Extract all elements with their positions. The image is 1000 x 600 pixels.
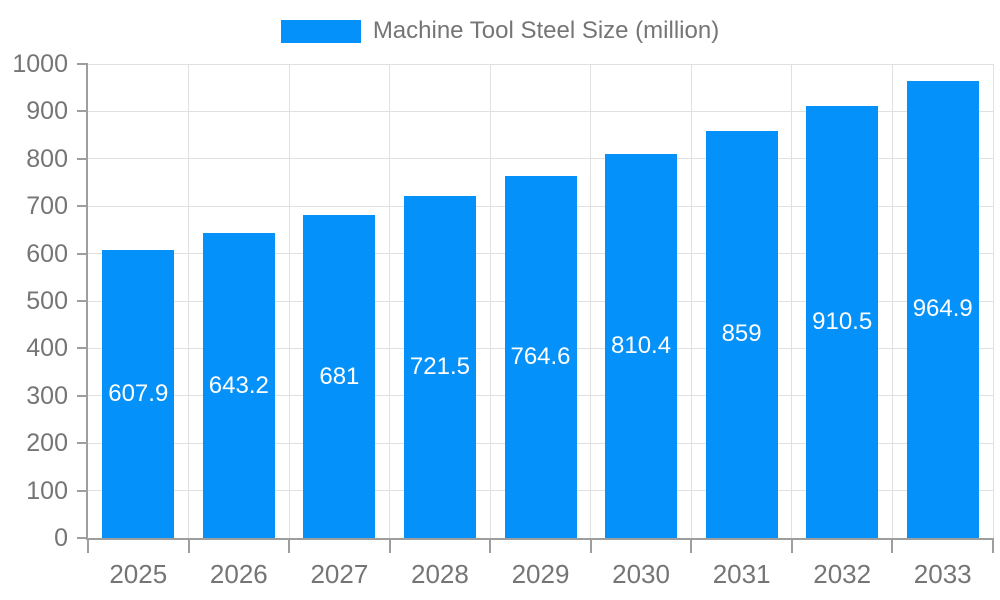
x-axis-line bbox=[86, 538, 993, 540]
y-axis-tick bbox=[77, 252, 88, 255]
x-axis-tick bbox=[489, 538, 492, 553]
y-axis-tick-label: 100 bbox=[26, 476, 68, 505]
y-axis-tick-label: 300 bbox=[26, 381, 68, 410]
legend[interactable]: Machine Tool Steel Size (million) bbox=[0, 17, 1000, 45]
bar-value-label: 643.2 bbox=[208, 371, 269, 399]
y-axis-tick bbox=[77, 300, 88, 302]
x-gridline bbox=[188, 64, 190, 538]
bar-2027[interactable] bbox=[303, 215, 376, 538]
y-axis-tick-label: 900 bbox=[26, 97, 68, 126]
y-axis-tick bbox=[77, 489, 88, 492]
bar-value-label: 964.9 bbox=[912, 295, 973, 323]
bar-2031[interactable] bbox=[705, 130, 778, 538]
x-gridline bbox=[389, 64, 391, 538]
y-axis-tick-label: 0 bbox=[54, 524, 68, 552]
x-axis-tick-label: 2033 bbox=[913, 559, 972, 589]
legend-label: Machine Tool Steel Size (million) bbox=[372, 17, 720, 44]
x-axis-tick bbox=[288, 538, 291, 553]
bar-value-label: 764.6 bbox=[510, 342, 571, 370]
y-axis-tick-label: 1000 bbox=[12, 50, 68, 78]
y-axis-line bbox=[86, 64, 88, 540]
y-axis-tick bbox=[77, 537, 88, 539]
legend-swatch-icon bbox=[280, 19, 361, 43]
bar-2029[interactable] bbox=[504, 175, 577, 538]
bar-value-label: 681 bbox=[319, 362, 360, 390]
x-axis-tick bbox=[589, 538, 592, 553]
bar-value-label: 607.9 bbox=[108, 379, 169, 407]
bar-value-label: 810.4 bbox=[611, 331, 672, 359]
x-gridline bbox=[992, 64, 994, 538]
bar-2030[interactable] bbox=[605, 153, 678, 538]
bar-2033[interactable] bbox=[906, 80, 979, 538]
x-gridline bbox=[690, 64, 692, 538]
bar-value-label: 721.5 bbox=[409, 353, 470, 380]
x-axis-tick bbox=[891, 538, 894, 553]
x-axis-tick-label: 2027 bbox=[310, 559, 369, 589]
x-axis-tick bbox=[690, 538, 693, 553]
y-axis-tick bbox=[77, 63, 88, 65]
x-axis-tick bbox=[790, 538, 793, 553]
x-gridline bbox=[891, 64, 893, 538]
x-axis-tick bbox=[87, 538, 89, 553]
x-axis-tick-label: 2032 bbox=[813, 559, 872, 589]
y-axis-tick-label: 200 bbox=[26, 429, 68, 458]
bar-2028[interactable] bbox=[403, 196, 476, 538]
x-axis-tick-label: 2030 bbox=[612, 559, 670, 589]
bar-value-label: 859 bbox=[721, 320, 762, 348]
x-axis-tick bbox=[187, 538, 190, 553]
y-axis-tick bbox=[77, 442, 88, 445]
y-axis-tick bbox=[77, 110, 88, 113]
y-axis-tick-label: 500 bbox=[26, 287, 68, 315]
y-axis-tick bbox=[77, 394, 88, 397]
y-axis-tick bbox=[77, 157, 88, 160]
bar-value-label: 910.5 bbox=[812, 308, 873, 336]
x-gridline bbox=[489, 64, 491, 538]
x-axis-tick-label: 2031 bbox=[712, 559, 771, 589]
bar-2032[interactable] bbox=[806, 106, 879, 538]
x-axis-tick bbox=[388, 538, 391, 553]
x-axis-tick-label: 2028 bbox=[411, 559, 469, 589]
bar-2025[interactable] bbox=[102, 249, 175, 538]
x-axis-tick bbox=[992, 538, 994, 553]
x-axis-tick-label: 2029 bbox=[511, 559, 570, 589]
bar-2026[interactable] bbox=[202, 233, 275, 538]
y-gridline bbox=[88, 110, 993, 112]
x-axis-tick-label: 2025 bbox=[109, 559, 168, 589]
x-axis-tick-label: 2026 bbox=[209, 559, 268, 589]
y-axis-tick-label: 700 bbox=[26, 192, 68, 221]
y-gridline bbox=[88, 158, 993, 160]
y-axis-tick bbox=[77, 205, 88, 208]
x-gridline bbox=[590, 64, 592, 538]
y-axis-tick-label: 800 bbox=[26, 144, 68, 173]
x-gridline bbox=[288, 64, 290, 538]
y-axis-tick-label: 400 bbox=[26, 334, 68, 363]
y-axis-tick bbox=[77, 347, 88, 350]
y-axis-tick-label: 600 bbox=[26, 239, 68, 268]
y-gridline bbox=[88, 63, 993, 65]
x-gridline bbox=[791, 64, 793, 538]
